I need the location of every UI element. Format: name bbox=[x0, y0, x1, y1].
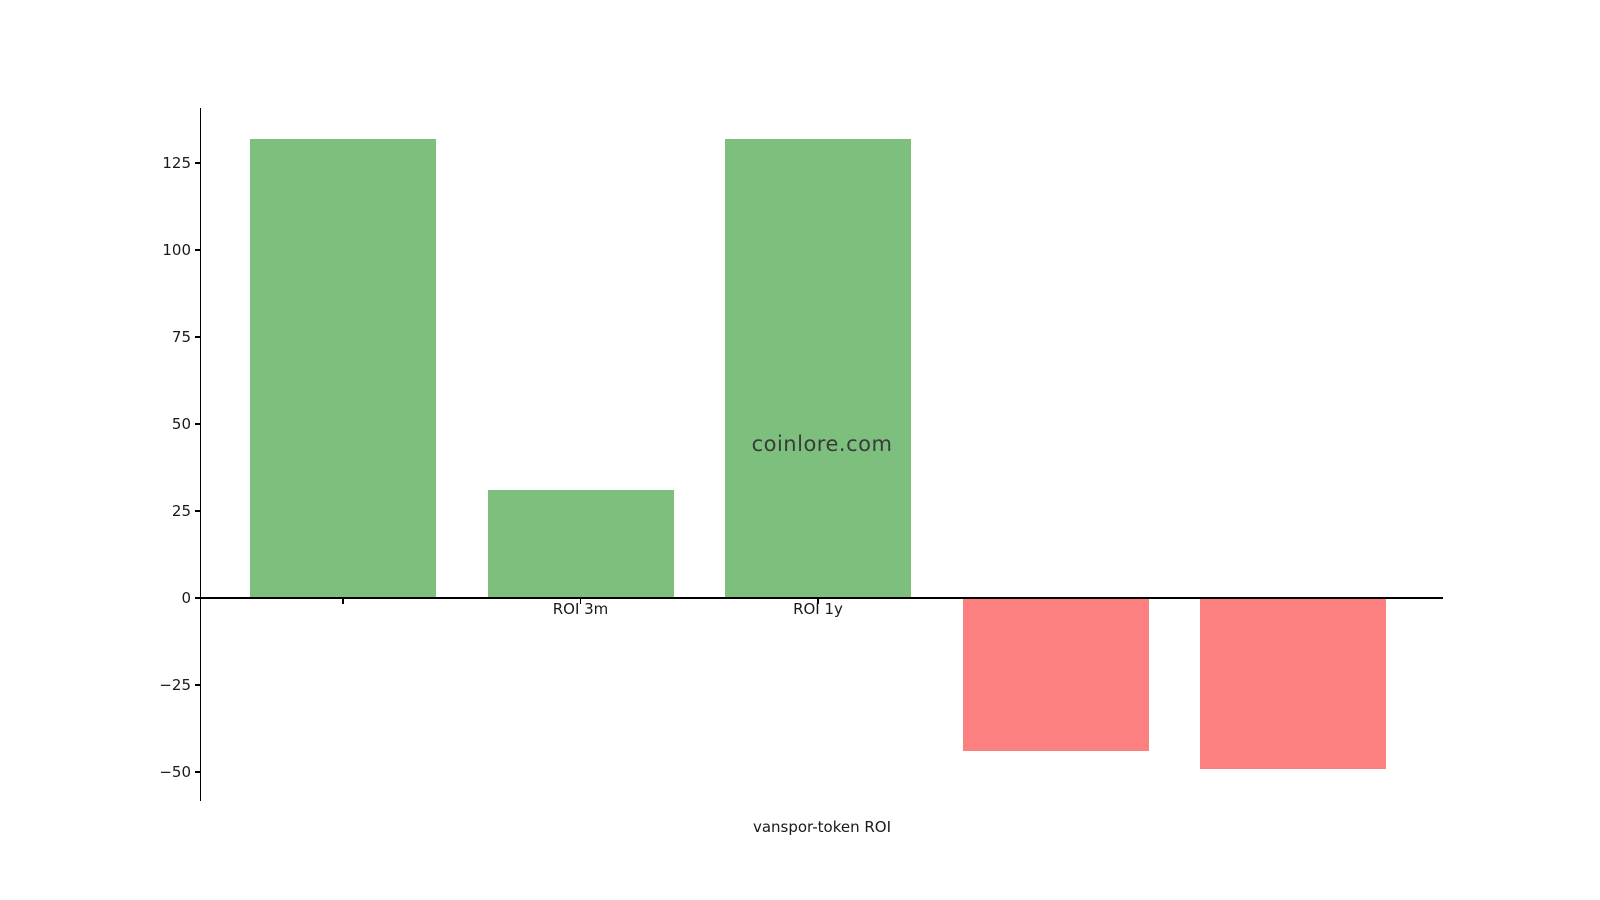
chart-title: vanspor-token ROI bbox=[752, 818, 892, 836]
y-tick-label: 25 bbox=[171, 502, 191, 520]
x-tick-label: ROI 1y bbox=[793, 599, 843, 618]
y-tick-label: 100 bbox=[162, 241, 191, 259]
y-tick-mark bbox=[195, 597, 201, 599]
y-tick-mark bbox=[195, 423, 201, 425]
x-axis-zero-line bbox=[200, 597, 1443, 599]
y-tick-mark bbox=[195, 162, 201, 164]
y-tick-label: 50 bbox=[171, 415, 191, 433]
x-tick-mark bbox=[817, 598, 819, 604]
y-tick-mark bbox=[195, 771, 201, 773]
bar-negative bbox=[962, 598, 1149, 752]
y-tick-label: −25 bbox=[159, 676, 191, 694]
y-axis-line bbox=[200, 108, 202, 801]
bar-positive bbox=[487, 490, 674, 598]
bar-positive bbox=[725, 138, 911, 598]
bar-negative bbox=[1200, 598, 1386, 769]
y-tick-mark bbox=[195, 684, 201, 686]
x-tick-label: ROI 3m bbox=[552, 599, 609, 618]
y-tick-mark bbox=[195, 249, 201, 251]
y-tick-label: 125 bbox=[162, 154, 191, 172]
x-tick-mark bbox=[342, 598, 344, 604]
y-tick-label: −50 bbox=[159, 763, 191, 781]
x-tick-mark bbox=[579, 598, 582, 604]
y-tick-label: 0 bbox=[181, 589, 191, 607]
bar-positive bbox=[250, 138, 436, 598]
watermark-text: coinlore.com bbox=[751, 432, 893, 456]
y-tick-label: 75 bbox=[171, 328, 191, 346]
y-tick-mark bbox=[195, 336, 201, 338]
y-tick-mark bbox=[195, 510, 201, 512]
